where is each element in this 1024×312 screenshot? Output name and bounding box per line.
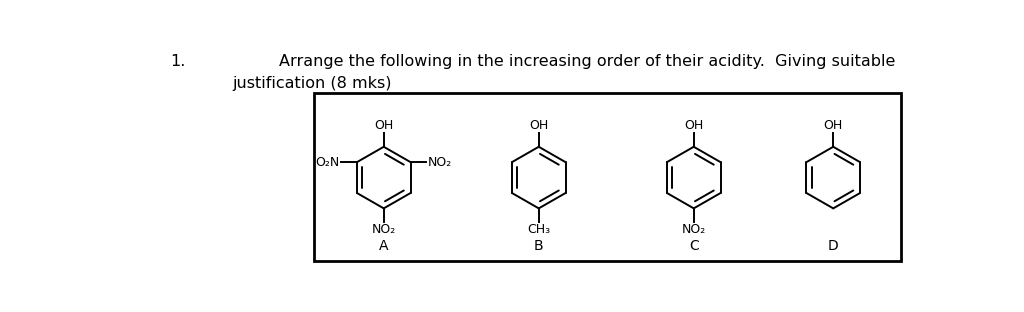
- Text: OH: OH: [684, 119, 703, 132]
- Text: NO₂: NO₂: [428, 156, 452, 169]
- Text: O₂N: O₂N: [315, 156, 340, 169]
- Text: OH: OH: [529, 119, 549, 132]
- Text: C: C: [689, 239, 698, 253]
- Text: OH: OH: [823, 119, 843, 132]
- Text: justification (8 mks): justification (8 mks): [232, 76, 392, 91]
- Text: 1.: 1.: [171, 54, 186, 69]
- Text: OH: OH: [374, 119, 393, 132]
- Text: A: A: [379, 239, 388, 253]
- Text: NO₂: NO₂: [372, 223, 396, 236]
- Text: Arrange the following in the increasing order of their acidity.  Giving suitable: Arrange the following in the increasing …: [280, 54, 896, 69]
- Text: B: B: [534, 239, 544, 253]
- Bar: [314, 93, 901, 261]
- Text: NO₂: NO₂: [682, 223, 706, 236]
- Text: D: D: [827, 239, 839, 253]
- Text: CH₃: CH₃: [527, 223, 550, 236]
